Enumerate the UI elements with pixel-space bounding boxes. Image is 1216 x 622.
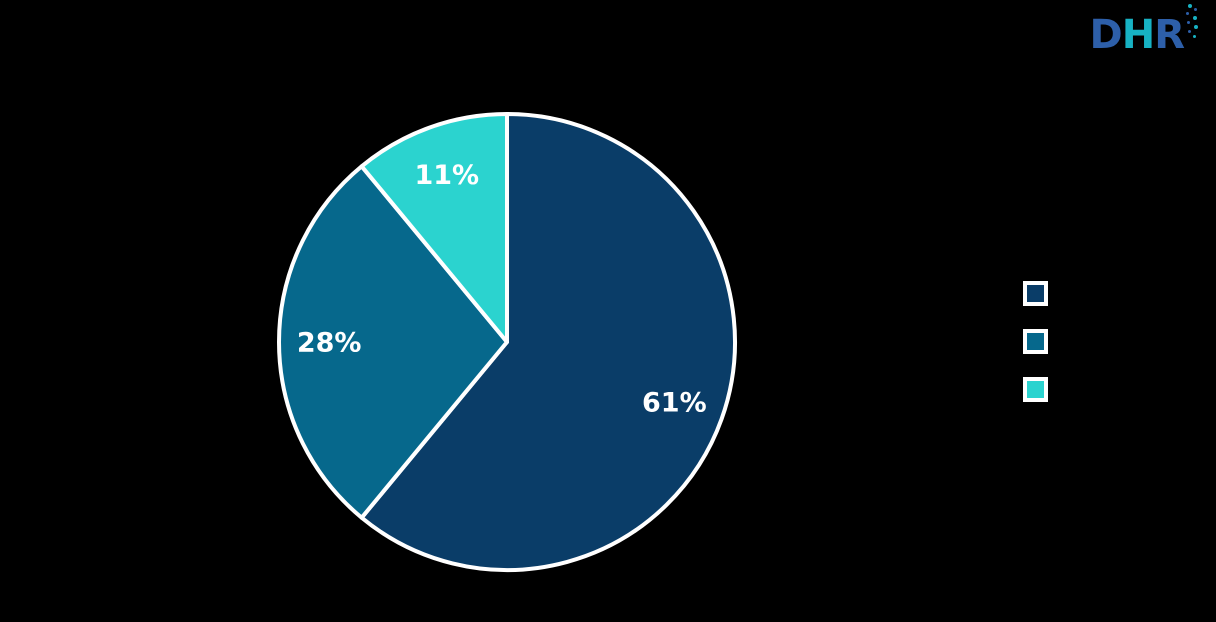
- legend-swatch: [1023, 281, 1048, 306]
- sparkle-dot: [1194, 25, 1198, 29]
- logo-letter-h: H: [1121, 12, 1155, 58]
- pie-slice: [359, 112, 509, 344]
- pie-slice: [359, 112, 737, 572]
- legend-swatch: [1023, 377, 1048, 402]
- legend: [1023, 281, 1048, 425]
- pie-slice-label: 11%: [414, 160, 479, 191]
- legend-swatch: [1023, 329, 1048, 354]
- logo-sparkle-dots: [1184, 4, 1198, 48]
- sparkle-dot: [1188, 30, 1191, 33]
- pie-slice-label: 61%: [642, 388, 707, 419]
- sparkle-dot: [1193, 35, 1196, 38]
- logo-letter-d: D: [1089, 12, 1123, 58]
- pie-slice: [277, 164, 509, 520]
- logo-letter-r: R: [1154, 12, 1185, 58]
- sparkle-dot: [1187, 21, 1190, 24]
- sparkle-dot: [1193, 16, 1197, 20]
- sparkle-dot: [1186, 12, 1189, 15]
- sparkle-dot: [1188, 4, 1192, 8]
- legend-item: [1023, 281, 1048, 306]
- legend-item: [1023, 377, 1048, 402]
- dhr-logo: DHR: [1090, 4, 1198, 57]
- legend-item: [1023, 329, 1048, 354]
- pie-slice-label: 28%: [297, 327, 362, 358]
- sparkle-dot: [1194, 8, 1197, 11]
